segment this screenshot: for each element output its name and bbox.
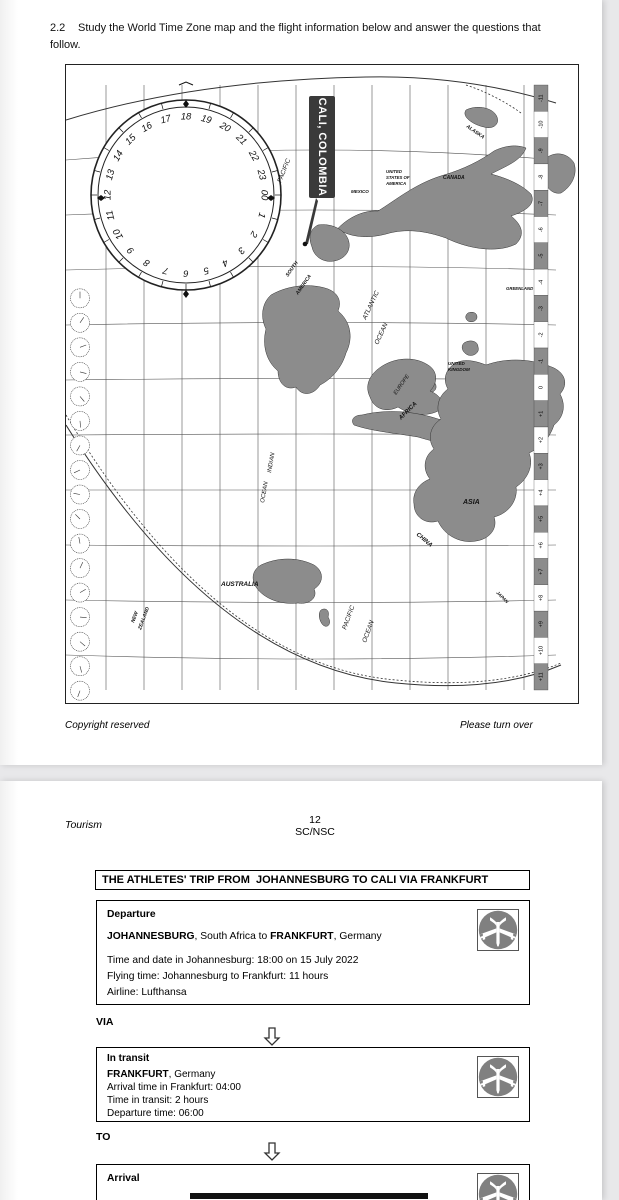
svg-text:+6: +6 [538,542,544,548]
svg-text:OCEAN: OCEAN [260,481,270,504]
svg-text:OCEAN: OCEAN [373,322,389,346]
svg-text:+3: +3 [538,463,544,469]
svg-text:00: 00 [258,190,269,201]
svg-text:18: 18 [181,112,192,123]
svg-text:MEXICO: MEXICO [351,189,369,194]
svg-text:AUSTRALIA: AUSTRALIA [220,581,259,588]
svg-text:+10: +10 [538,646,544,655]
svg-text:-3: -3 [538,306,544,311]
svg-text:+8: +8 [538,595,544,601]
svg-text:PACIFIC: PACIFIC [276,158,292,184]
svg-text:-1: -1 [538,359,544,364]
svg-text:INDIAN: INDIAN [267,452,277,474]
svg-text:+4: +4 [538,490,544,496]
svg-text:-11: -11 [538,94,544,102]
svg-text:UNITED: UNITED [448,361,466,366]
svg-text:ASIA: ASIA [462,499,480,506]
svg-text:CHINA: CHINA [415,532,433,549]
svg-text:KINGDOM: KINGDOM [448,367,470,372]
svg-text:-2: -2 [538,332,544,337]
svg-text:GREENLAND: GREENLAND [506,286,533,291]
svg-text:-5: -5 [538,254,544,259]
svg-text:ATLANTIC: ATLANTIC [361,290,381,322]
svg-text:JAPAN: JAPAN [495,590,510,605]
svg-text:UNITED: UNITED [386,169,402,174]
svg-text:SOUTH: SOUTH [285,260,300,278]
svg-text:CALI, COLOMBIA: CALI, COLOMBIA [316,98,328,197]
svg-text:+2: +2 [538,437,544,443]
svg-text:OCEAN: OCEAN [361,619,376,643]
svg-text:+11: +11 [538,672,544,681]
svg-text:+7: +7 [538,568,544,574]
svg-text:+5: +5 [538,516,544,522]
svg-text:0: 0 [538,386,544,389]
svg-text:-7: -7 [538,201,544,206]
svg-text:-9: -9 [538,148,544,153]
svg-text:+1: +1 [538,411,544,417]
svg-text:+9: +9 [538,621,544,627]
svg-text:STATES OF: STATES OF [386,175,410,180]
svg-text:PACIFIC: PACIFIC [341,604,356,630]
svg-text:CANADA: CANADA [443,175,465,181]
svg-text:-6: -6 [538,227,544,232]
svg-text:-8: -8 [538,175,544,180]
svg-text:6: 6 [183,267,189,278]
svg-text:AMERICA: AMERICA [385,181,406,186]
svg-text:-10: -10 [538,121,544,129]
svg-text:-4: -4 [538,280,544,285]
